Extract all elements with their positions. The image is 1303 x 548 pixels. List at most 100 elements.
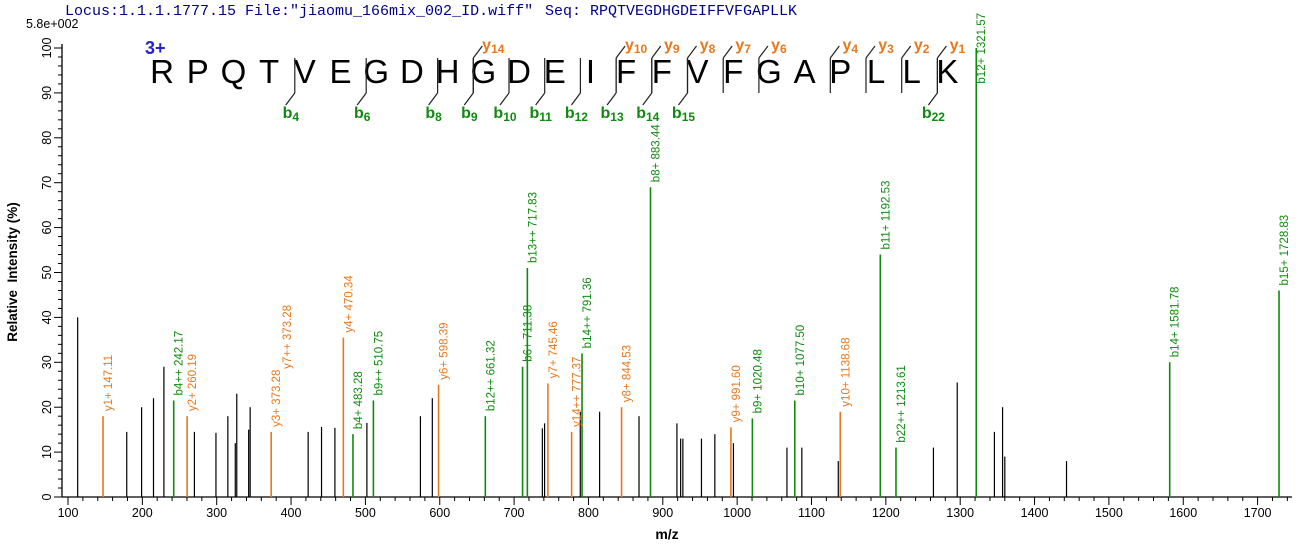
peak-label: b14+ 1581.78 (1170, 287, 1182, 358)
b-ion-label: b15 (672, 105, 695, 124)
residue-letter: D (507, 53, 531, 90)
residue-letter: G (756, 53, 782, 90)
base-peak-intensity-label: 5.8e+002 (26, 17, 79, 31)
x-tick-label: 1500 (1095, 506, 1123, 520)
x-tick-label: 800 (578, 506, 599, 520)
b-ion-tick (606, 92, 617, 106)
b-ion-tick (927, 92, 938, 106)
y-ion-tick (651, 45, 662, 59)
residue-letter: V (686, 53, 708, 90)
peak-label: b9++ 510.75 (373, 331, 385, 396)
b-ion-tick (642, 92, 653, 106)
x-tick-label: 1400 (1021, 506, 1049, 520)
y-ion-tick (758, 45, 769, 59)
peak-label: b13++ 717.83 (527, 192, 539, 263)
peak-label: y1+ 147.11 (103, 355, 115, 411)
peak-label: y7++ 373.28 (282, 305, 294, 369)
residue-letter: I (586, 53, 595, 90)
b-ion-tick (285, 92, 296, 106)
residue-letter: K (936, 53, 958, 90)
b-ion-tick (499, 92, 510, 106)
y-ion-label: y8 (700, 37, 716, 56)
residue-letter: T (259, 53, 279, 90)
residue-letter: E (544, 53, 566, 90)
y-tick-label: 40 (40, 310, 54, 324)
x-tick-label: 600 (429, 506, 450, 520)
peak-label: b6+ 711.38 (523, 305, 535, 362)
b-ion-label: b4 (283, 105, 300, 124)
residue-letter: V (294, 53, 316, 90)
x-tick-label: 1700 (1244, 506, 1272, 520)
peak-label: b22++ 1213.61 (896, 365, 908, 442)
b-ion-label: b12 (565, 105, 588, 124)
b-ion-label: b10 (493, 105, 516, 124)
residue-letter: G (470, 53, 496, 90)
y-ion-tick (829, 45, 840, 59)
x-tick-label: 1000 (723, 506, 751, 520)
y-tick-label: 20 (40, 400, 54, 414)
charge-state-label: 3+ (145, 38, 166, 58)
locus-file-label: Locus:1.1.1.1777.15 File:"jiaomu_166mix_… (65, 3, 534, 20)
y-ion-tick (865, 45, 876, 59)
y-ion-label: y2 (914, 37, 930, 56)
b-ion-label: b8 (425, 105, 442, 124)
y-ion-label: y10 (625, 37, 648, 56)
peak-label: b4++ 242.17 (174, 331, 186, 396)
y-ion-label: y7 (735, 37, 751, 56)
peak-label: y10+ 1138.68 (840, 338, 852, 407)
x-tick-label: 100 (58, 506, 79, 520)
y-ion-label: y1 (950, 37, 966, 56)
residue-letter: G (363, 53, 389, 90)
peak-label: b15+ 1728.83 (1279, 215, 1291, 286)
y-ion-label: y3 (878, 37, 894, 56)
y-ion-tick (472, 45, 483, 59)
residue-letter: H (436, 53, 460, 90)
x-tick-label: 400 (281, 506, 302, 520)
residue-letter: F (723, 53, 743, 90)
y-ion-tick (901, 45, 912, 59)
residue-letter: P (187, 53, 209, 90)
peak-label: y14++ 777.37 (572, 357, 584, 427)
x-tick-label: 200 (132, 506, 153, 520)
residue-letter: Q (221, 53, 247, 90)
x-tick-label: 300 (206, 506, 227, 520)
residue-letter: R (150, 53, 174, 90)
y-ion-label: y9 (664, 37, 680, 56)
b-ion-label: b6 (354, 105, 371, 124)
y-ion-label: y4 (843, 37, 859, 56)
residue-letter: F (616, 53, 636, 90)
peak-label: b12+ 1321.57 (976, 13, 988, 84)
residue-letter: D (400, 53, 424, 90)
peak-label: b10+ 1077.50 (795, 325, 807, 396)
x-tick-label: 1200 (872, 506, 900, 520)
sequence-header-label: Seq: RPQTVEGDHGDEIFFVFGAPLLK (545, 3, 798, 20)
peak-label: y3+ 373.28 (271, 370, 283, 427)
y-tick-label: 10 (40, 445, 54, 459)
x-tick-label: 900 (652, 506, 673, 520)
b-ion-label: b14 (636, 105, 659, 124)
x-tick-label: 500 (355, 506, 376, 520)
y-ion-tick (615, 45, 626, 59)
peak-label: b14++ 791.36 (582, 277, 594, 348)
residue-letter: L (903, 53, 921, 90)
peak-label: b11+ 1192.53 (880, 181, 892, 250)
x-tick-label: 1300 (946, 506, 974, 520)
y-ion-label: y6 (771, 37, 787, 56)
y-tick-label: 60 (40, 221, 54, 235)
y-tick-label: 30 (40, 355, 54, 369)
peak-label: y8+ 844.53 (622, 345, 634, 402)
peak-label: y4+ 470.34 (343, 275, 355, 333)
residue-letter: F (652, 53, 672, 90)
y-tick-label: 90 (40, 86, 54, 100)
b-ion-tick (356, 92, 367, 106)
y-tick-label: 80 (40, 131, 54, 145)
y-ion-tick (722, 45, 733, 59)
residue-letter: E (329, 53, 351, 90)
b-ion-tick (463, 92, 474, 106)
residue-letter: L (867, 53, 885, 90)
y-tick-label: 50 (40, 266, 54, 280)
b-ion-tick (570, 92, 581, 106)
peak-label: b12++ 661.32 (485, 340, 497, 411)
